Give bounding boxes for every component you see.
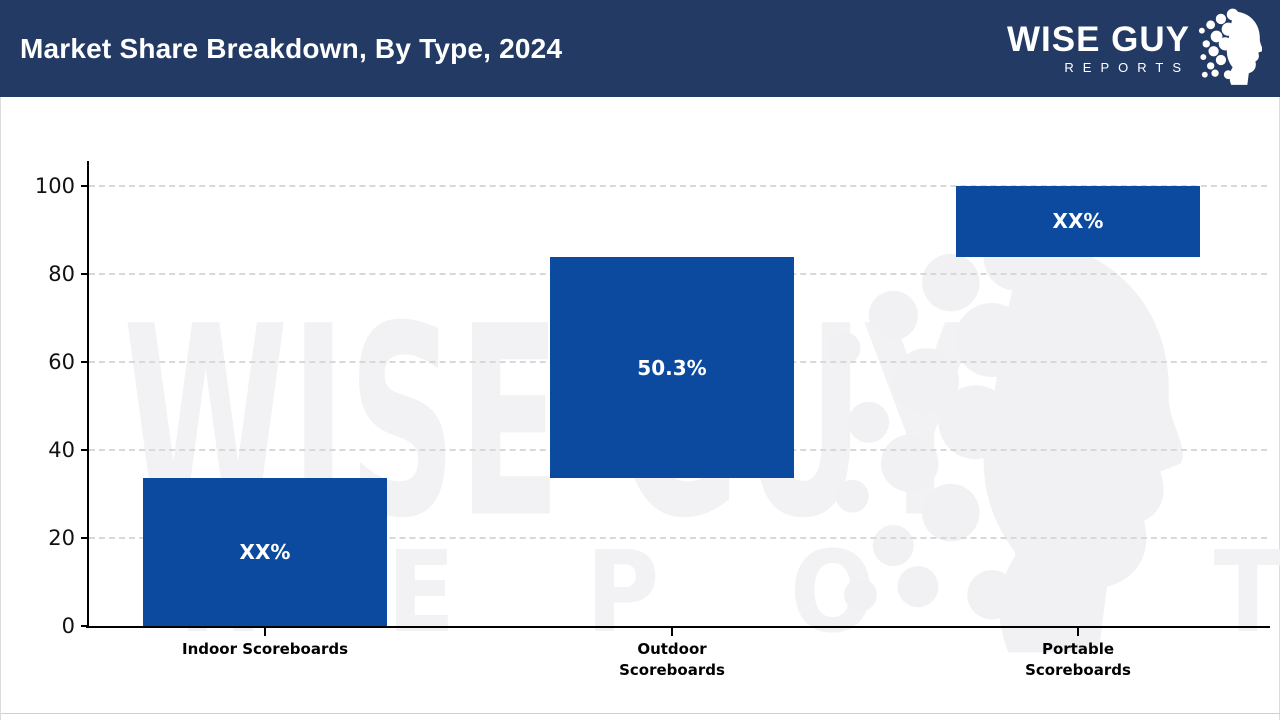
chart-canvas: WISE GUY R E P O R T S 020406080100XX%In…: [0, 97, 1280, 720]
watermark-face-icon: [796, 225, 1196, 677]
bottom-divider: [1, 713, 1280, 714]
y-tick-label: 100: [34, 173, 75, 198]
bar-outdoor-scoreboards: [550, 256, 794, 479]
x-tick-mark: [264, 628, 266, 636]
x-tick-mark: [1077, 628, 1079, 636]
wiseguy-logo-wordmark: WISE GUY: [1006, 19, 1190, 59]
wiseguy-logo: WISE GUY REPORTS: [1007, 8, 1262, 90]
bar-value-label-outdoor-scoreboards: 50.3%: [637, 355, 707, 380]
wiseguy-logo-reports: REPORTS: [1064, 59, 1190, 75]
wiseguy-face-icon: [1196, 8, 1262, 90]
y-tick-label: 20: [48, 525, 75, 550]
y-tick-mark: [81, 625, 89, 627]
y-tick-label: 40: [48, 437, 75, 462]
page-title: Market Share Breakdown, By Type, 2024: [20, 32, 563, 64]
bar-indoor-scoreboards: [143, 478, 387, 626]
y-tick-label: 0: [61, 614, 75, 638]
x-axis: [86, 626, 1270, 628]
gridline: [89, 184, 1267, 187]
y-tick-mark: [81, 272, 89, 275]
y-tick-mark: [81, 448, 89, 451]
bar-value-label-portable-scoreboards: XX%: [1052, 209, 1104, 234]
y-tick-label: 60: [48, 349, 75, 374]
x-axis-label-indoor-scoreboards: Indoor Scoreboards: [181, 640, 349, 658]
y-tick-mark: [81, 360, 89, 363]
x-axis-label-outdoor-scoreboards: Outdoor Scoreboards: [619, 640, 725, 679]
x-axis-label-portable-scoreboards: Portable Scoreboards: [1025, 640, 1131, 679]
header-bar: Market Share Breakdown, By Type, 2024 WI…: [0, 0, 1280, 97]
y-tick-mark: [81, 184, 89, 187]
bar-value-label-indoor-scoreboards: XX%: [239, 540, 291, 565]
bar-portable-scoreboards: [956, 185, 1200, 257]
wiseguy-logo-text: WISE GUY REPORTS: [1006, 19, 1190, 75]
y-axis: [87, 161, 89, 628]
gridline: [89, 536, 1267, 539]
y-tick-label: 80: [48, 261, 75, 286]
x-tick-mark: [671, 628, 673, 636]
y-tick-mark: [81, 536, 89, 539]
